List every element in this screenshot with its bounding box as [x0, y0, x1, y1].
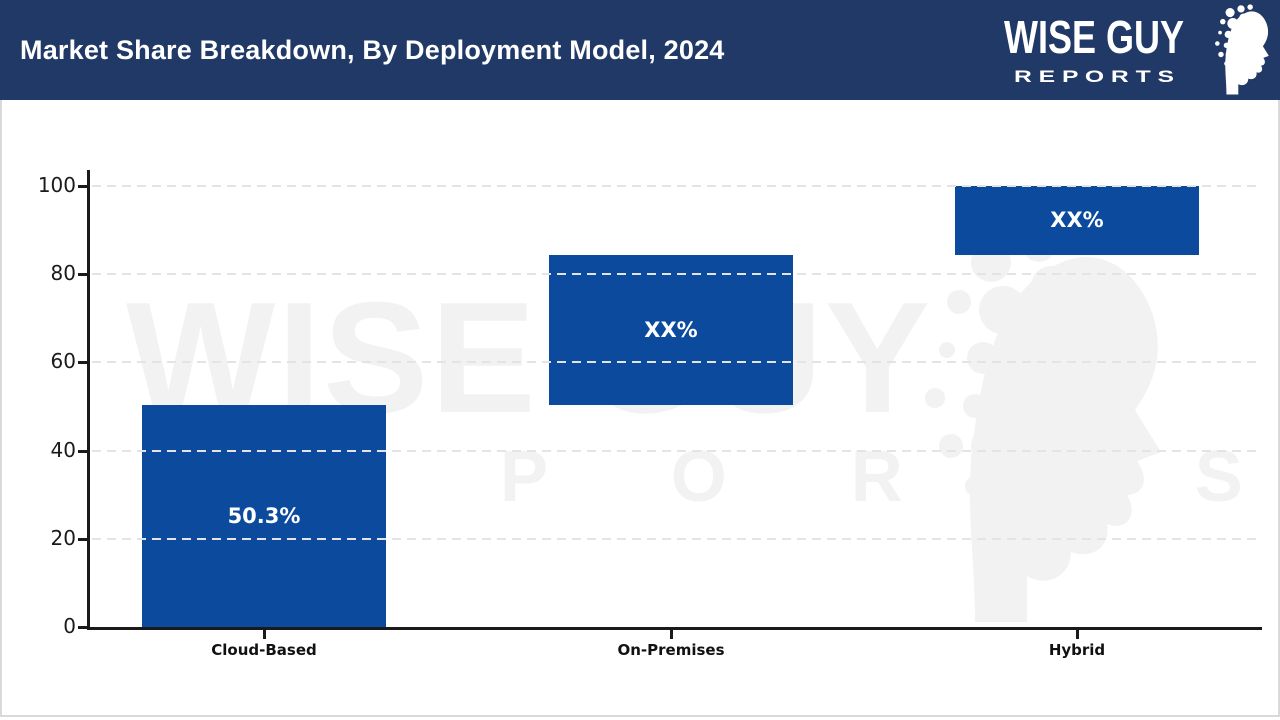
y-tick-100 — [78, 185, 90, 188]
y-axis-spine — [87, 170, 90, 630]
y-tick-label-100: 100 — [37, 173, 76, 197]
brand-logo: WISE GUY R E P O R T S — [1004, 4, 1269, 95]
header-bar: Market Share Breakdown, By Deployment Mo… — [0, 0, 1280, 100]
face-icon — [1215, 4, 1269, 95]
gridline-40 — [92, 449, 1262, 452]
frame-border-right — [1278, 100, 1280, 717]
x-tick-0 — [263, 629, 266, 639]
x-category-label: Hybrid — [1048, 641, 1106, 659]
y-tick-label-0: 0 — [63, 614, 76, 638]
gridline-100 — [92, 185, 1262, 187]
x-category-label: On-Premises — [617, 641, 725, 659]
logo-tagline: R E P O R T S — [1014, 67, 1174, 86]
y-tick-label-80: 80 — [50, 261, 76, 286]
gridline-60 — [92, 361, 1262, 364]
bar-on-premises: XX% — [549, 254, 793, 406]
bar-value-label: XX% — [1050, 208, 1104, 233]
page-title: Market Share Breakdown, By Deployment Mo… — [20, 34, 725, 65]
y-tick-20 — [78, 537, 90, 541]
x-category-label: Cloud-Based — [211, 641, 317, 659]
x-axis-spine — [87, 627, 1262, 630]
gridline-20 — [92, 537, 1262, 540]
bar-hybrid: XX% — [955, 186, 1199, 255]
y-tick-label-40: 40 — [50, 437, 76, 462]
frame-border-left — [0, 100, 2, 717]
x-tick-1 — [670, 629, 673, 639]
bottom-hairline — [0, 715, 1280, 717]
logo-wordmark: WISE GUY — [1004, 11, 1184, 63]
bar-value-label: XX% — [644, 317, 698, 342]
chart-plot: 50.3% XX% XX% 0 20 40 60 80 100 Cloud-Based On-Pre… — [0, 100, 1280, 717]
x-tick-2 — [1076, 629, 1079, 639]
y-tick-40 — [78, 449, 90, 453]
y-tick-80 — [78, 273, 90, 277]
y-tick-label-60: 60 — [50, 349, 76, 374]
bar-value-label: 50.3% — [227, 504, 301, 529]
y-tick-0 — [78, 626, 90, 629]
bar-cloud-based: 50.3% — [142, 405, 386, 627]
y-tick-60 — [78, 361, 90, 365]
gridline-80 — [92, 273, 1262, 276]
y-tick-label-20: 20 — [50, 525, 76, 550]
